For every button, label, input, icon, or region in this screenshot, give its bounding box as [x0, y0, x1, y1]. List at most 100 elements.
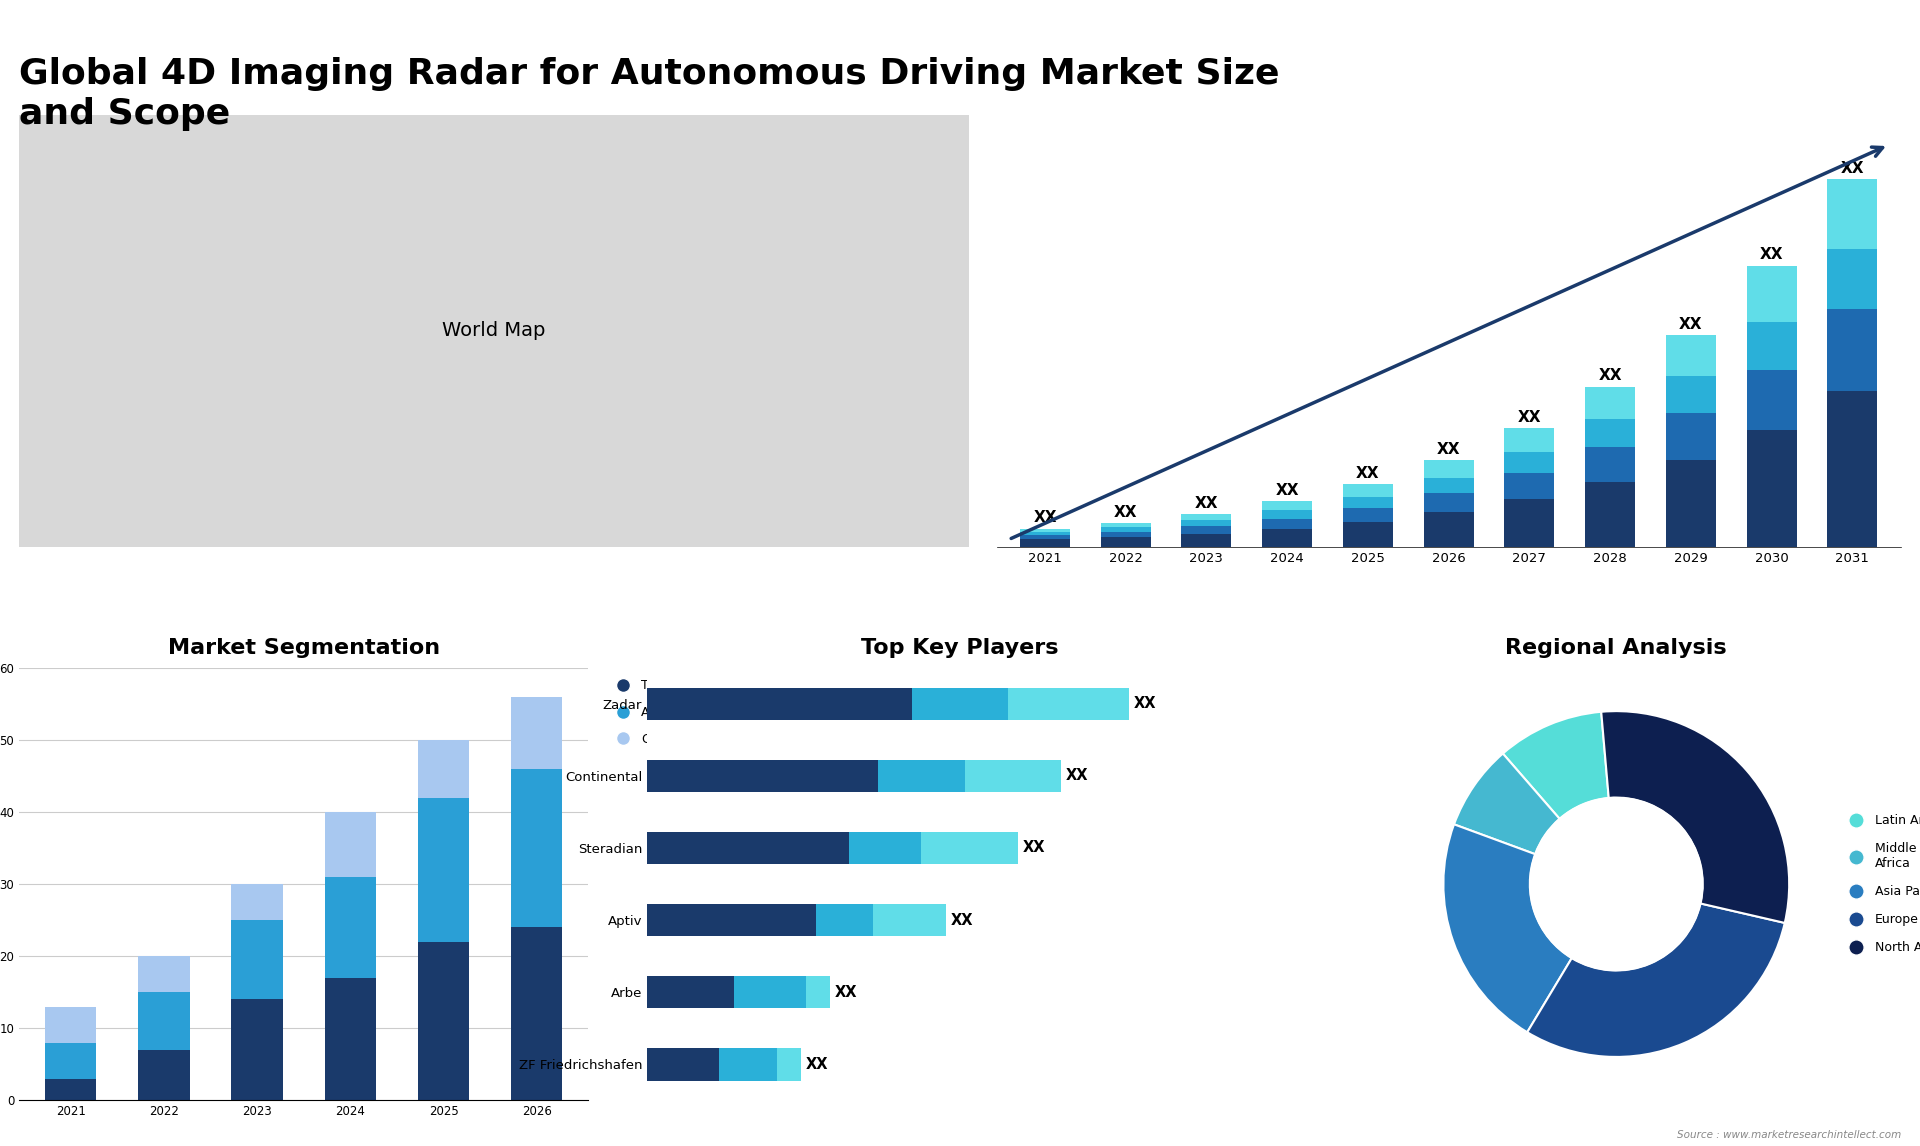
Bar	[1423, 493, 1475, 512]
Bar	[44, 1078, 96, 1100]
Bar	[1667, 335, 1716, 376]
Bar	[1181, 526, 1231, 534]
Bar	[849, 832, 922, 864]
Bar	[1586, 482, 1636, 547]
Bar	[1747, 430, 1797, 547]
Bar	[232, 920, 282, 999]
Bar	[138, 1050, 190, 1100]
Bar	[44, 1043, 96, 1078]
Bar	[874, 904, 945, 936]
Bar	[1667, 461, 1716, 547]
Bar	[1020, 539, 1069, 547]
Text: XX: XX	[1275, 482, 1300, 499]
Bar	[647, 1049, 720, 1081]
Bar	[138, 992, 190, 1050]
Bar	[1828, 391, 1878, 547]
Bar	[44, 1006, 96, 1043]
Text: XX: XX	[806, 1057, 828, 1072]
Text: XX: XX	[1597, 369, 1622, 384]
Bar	[1747, 370, 1797, 430]
Bar	[419, 942, 468, 1100]
Bar	[1181, 534, 1231, 547]
Bar	[324, 978, 376, 1100]
Bar	[778, 1049, 801, 1081]
Circle shape	[1530, 798, 1703, 971]
Bar	[816, 904, 874, 936]
Bar	[324, 813, 376, 877]
Wedge shape	[1444, 824, 1572, 1033]
Bar	[1261, 502, 1311, 510]
Text: XX: XX	[1841, 160, 1864, 176]
Bar	[922, 832, 1018, 864]
Bar	[511, 927, 563, 1100]
Bar	[1505, 452, 1555, 473]
Bar	[1020, 535, 1069, 539]
Title: Top Key Players: Top Key Players	[862, 638, 1058, 658]
Text: XX: XX	[950, 912, 973, 927]
Bar	[912, 688, 1008, 720]
Text: XX: XX	[1761, 248, 1784, 262]
Bar	[1020, 532, 1069, 535]
Bar	[1342, 508, 1392, 521]
Bar	[966, 760, 1062, 792]
Bar	[1100, 537, 1150, 547]
Title: Regional Analysis: Regional Analysis	[1505, 638, 1728, 658]
Bar	[1667, 376, 1716, 413]
Wedge shape	[1503, 712, 1609, 818]
Bar	[1342, 497, 1392, 508]
Text: XX: XX	[1680, 316, 1703, 331]
Bar	[1586, 387, 1636, 419]
Bar	[232, 884, 282, 920]
Wedge shape	[1526, 903, 1786, 1057]
Text: XX: XX	[1517, 409, 1542, 424]
Text: XX: XX	[835, 984, 858, 999]
Bar	[1505, 427, 1555, 452]
Bar	[1586, 419, 1636, 447]
Bar	[1261, 519, 1311, 528]
Bar	[720, 1049, 778, 1081]
Bar	[806, 976, 829, 1008]
Bar	[1100, 527, 1150, 532]
Text: XX: XX	[1033, 510, 1056, 525]
Bar	[1261, 510, 1311, 519]
Bar	[419, 798, 468, 942]
Bar	[1008, 688, 1129, 720]
Text: MARKET
RESEARCH
INTELLECT: MARKET RESEARCH INTELLECT	[1811, 45, 1864, 78]
Text: XX: XX	[1114, 504, 1137, 519]
Bar	[1505, 500, 1555, 547]
Bar	[1100, 523, 1150, 527]
Text: XX: XX	[1436, 442, 1461, 457]
Bar	[1505, 473, 1555, 500]
Text: Global 4D Imaging Radar for Autonomous Driving Market Size
and Scope: Global 4D Imaging Radar for Autonomous D…	[19, 57, 1281, 131]
Text: World Map: World Map	[442, 321, 545, 340]
Text: XX: XX	[1133, 697, 1156, 712]
Bar	[1423, 478, 1475, 493]
Bar	[877, 760, 966, 792]
Text: XX: XX	[1194, 496, 1217, 511]
Bar	[647, 688, 912, 720]
Bar	[733, 976, 806, 1008]
Text: XX: XX	[1356, 465, 1380, 480]
Bar	[1828, 180, 1878, 249]
Bar	[647, 760, 877, 792]
Bar	[1261, 528, 1311, 547]
Bar	[1342, 484, 1392, 497]
Bar	[1828, 249, 1878, 309]
Bar	[1181, 520, 1231, 526]
Bar	[1747, 266, 1797, 322]
Bar	[1828, 309, 1878, 391]
Bar	[1747, 322, 1797, 370]
Bar	[1423, 512, 1475, 547]
Bar	[138, 956, 190, 992]
Legend: Latin America, Middle East &
Africa, Asia Pacific, Europe, North America: Latin America, Middle East & Africa, Asi…	[1839, 809, 1920, 959]
Wedge shape	[1601, 712, 1789, 923]
Text: XX: XX	[1066, 768, 1089, 784]
Bar	[1586, 447, 1636, 482]
Legend: Type, Application, Geography: Type, Application, Geography	[607, 674, 716, 751]
Bar	[419, 740, 468, 798]
Text: XX: XX	[1023, 840, 1044, 855]
Bar	[1667, 413, 1716, 461]
Wedge shape	[1453, 754, 1559, 854]
Bar	[1181, 515, 1231, 520]
Bar	[324, 877, 376, 978]
